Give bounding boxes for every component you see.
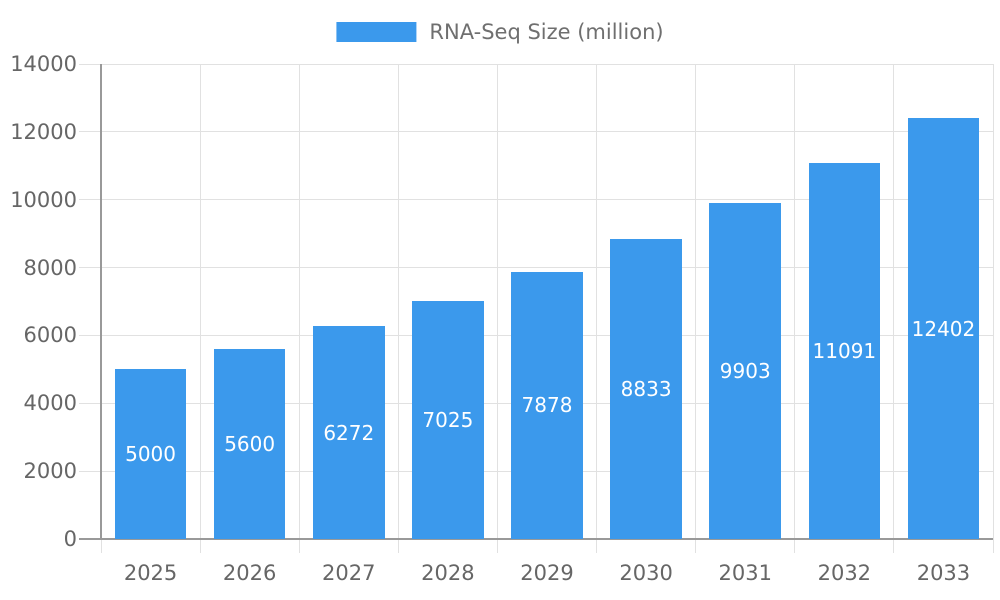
y-gridline [79,199,993,201]
bar-value-label: 11091 [812,338,877,363]
plot-area: 0 2000 4000 6000 8000 10000 12000 14000 5000 2025… [10,53,994,585]
x-axis-tick-label: 2032 [817,561,872,585]
bar-value-label: 7878 [521,393,573,418]
x-axis-tick-label: 2031 [718,561,772,585]
bar: 7878 [511,271,583,539]
y-axis-tick-label: 4000 [23,391,77,416]
x-tick [695,539,697,553]
x-axis-tick-label: 2025 [123,561,178,585]
x-tick [794,539,796,553]
x-axis-tick-label: 2029 [520,561,574,585]
bar: 5600 [213,349,286,539]
x-gridline [794,64,796,539]
y-gridline [79,267,993,269]
bar-value-label: 8833 [620,377,672,402]
x-tick [100,539,102,553]
bar: 8833 [610,239,682,539]
x-axis-line [79,538,993,540]
x-axis-tick-label: 2030 [619,561,673,585]
legend-label: RNA-Seq Size (million) [429,20,664,44]
bar-value-label: 9903 [719,358,771,383]
y-gridline [79,63,993,65]
y-gridline [79,131,993,133]
x-gridline [298,64,300,539]
x-tick [893,539,895,553]
x-gridline [397,64,399,539]
x-gridline [893,64,895,539]
x-tick [992,539,994,553]
x-gridline [695,64,697,539]
legend-item[interactable]: RNA-Seq Size (million) [336,20,664,44]
x-tick [298,539,300,553]
bar: 7025 [412,300,484,539]
x-axis-tick-label: 2026 [222,561,277,585]
bar-value-label: 6272 [323,420,375,445]
y-axis-tick-label: 8000 [23,255,77,280]
bar-value-label: 5000 [125,442,176,467]
x-axis-tick-label: 2027 [322,561,376,585]
x-gridline [496,64,498,539]
x-tick [397,539,399,553]
x-gridline [596,64,598,539]
x-tick [496,539,498,553]
bar: 5000 [114,369,187,539]
x-tick [596,539,598,553]
y-axis-tick-label: 6000 [23,323,77,348]
y-axis-tick-label: 10000 [10,187,77,212]
bar: 9903 [709,203,781,539]
legend-swatch [336,22,417,42]
bar: 11091 [808,162,881,539]
y-axis-tick-label: 0 [63,527,77,551]
bar-value-label: 7025 [422,407,474,432]
y-axis-tick-label: 2000 [23,459,77,484]
y-axis-tick-label: 14000 [10,52,77,76]
bar-value-label: 12402 [911,316,976,341]
x-gridline [992,64,994,539]
x-axis-tick-label: 2033 [916,561,971,585]
x-axis-tick-label: 2028 [421,561,475,585]
x-tick [199,539,201,553]
y-axis-line [100,64,102,539]
y-axis-tick-label: 12000 [10,119,77,144]
bar: 12402 [907,118,980,539]
bar: 6272 [313,326,385,539]
bar-value-label: 5600 [224,432,276,456]
x-gridline [199,64,201,539]
